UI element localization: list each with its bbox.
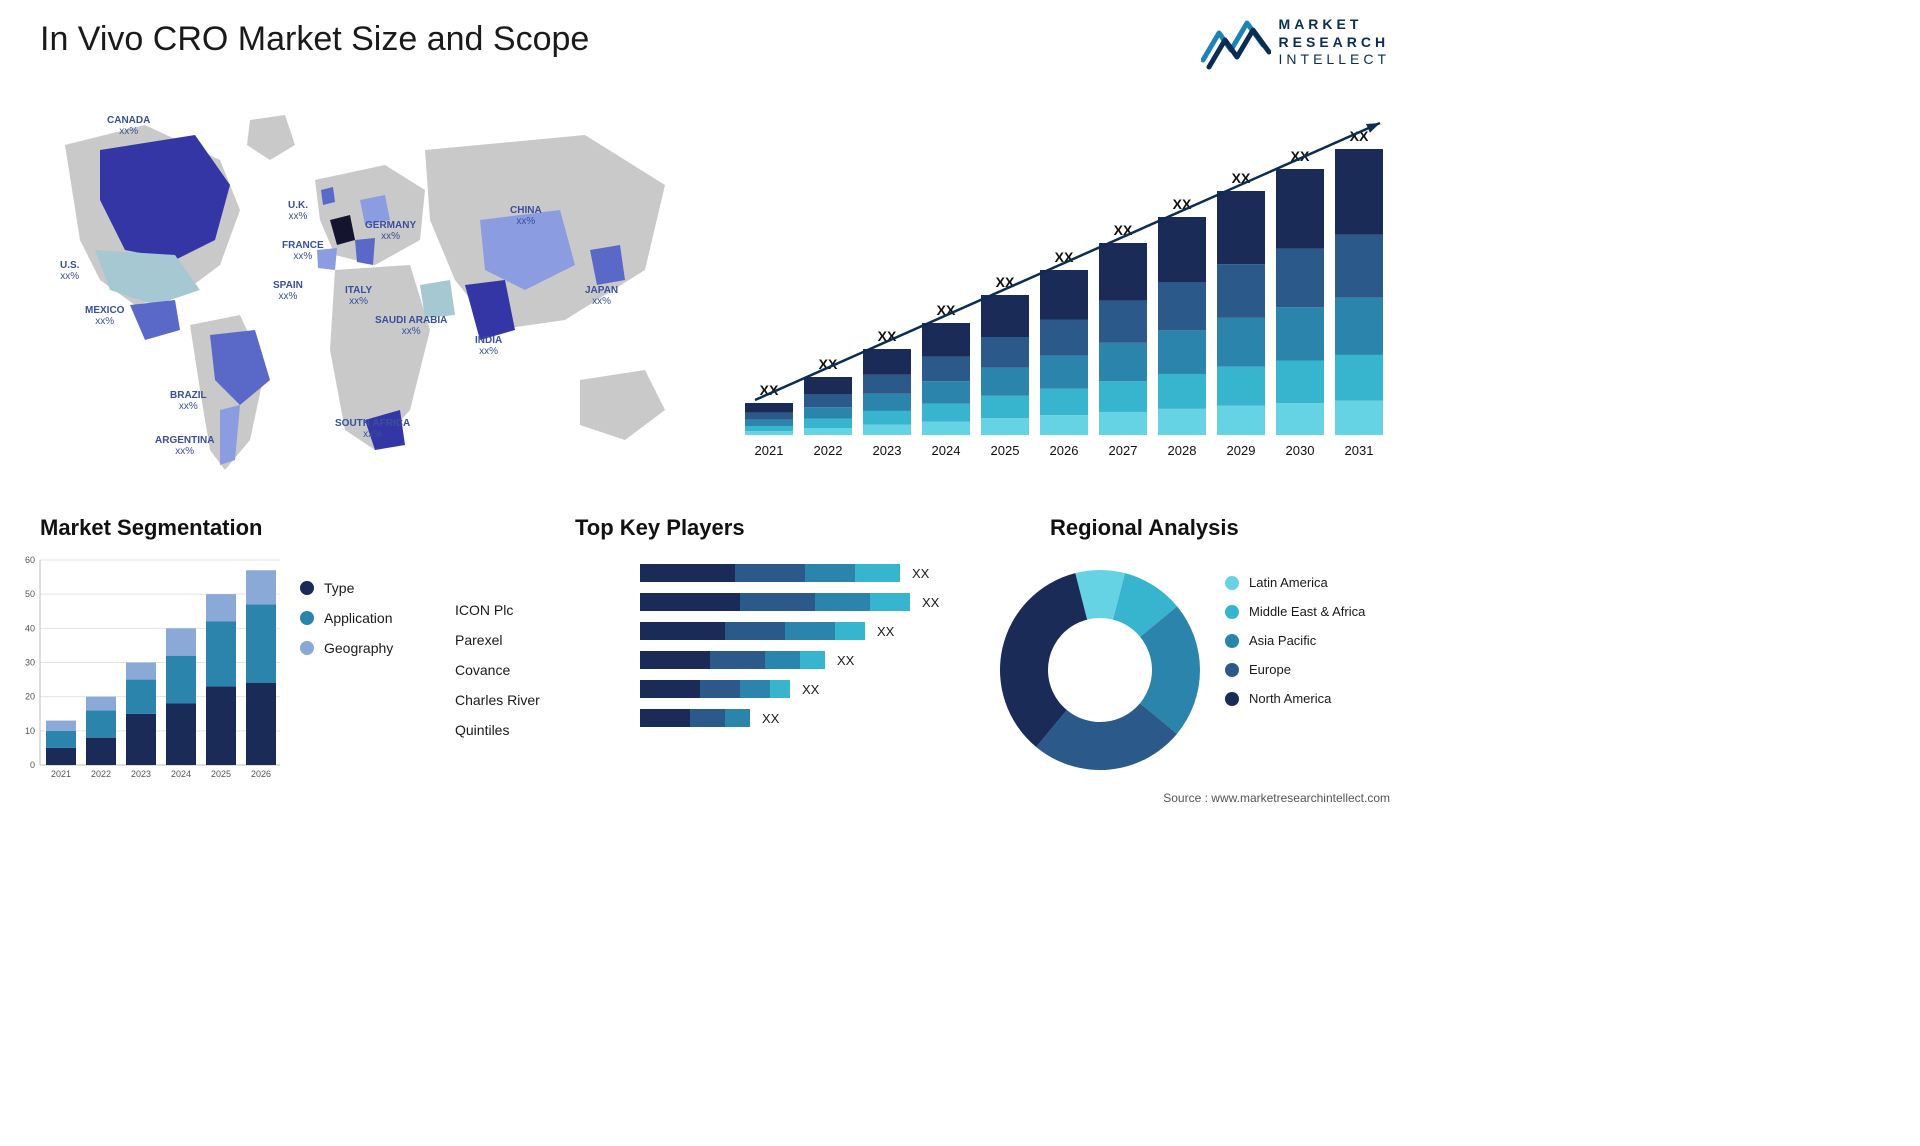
player-bar-row: XX: [640, 679, 945, 699]
player-bar-row: XX: [640, 563, 945, 583]
svg-text:2022: 2022: [814, 443, 843, 458]
source-text: Source : www.marketresearchintellect.com: [1163, 791, 1390, 805]
map-label-japan: JAPANxx%: [585, 285, 618, 307]
player-name: Parexel: [455, 625, 540, 655]
map-label-mexico: MEXICOxx%: [85, 305, 124, 327]
seg-legend-item: Application: [300, 610, 393, 626]
svg-text:0: 0: [30, 760, 35, 770]
swatch-icon: [1225, 663, 1239, 677]
swatch-icon: [1225, 692, 1239, 706]
map-label-southafrica: SOUTH AFRICAxx%: [335, 418, 410, 440]
swatch-icon: [1225, 605, 1239, 619]
brand-logo: MARKET RESEARCH INTELLECT: [1201, 15, 1390, 70]
segmentation-title: Market Segmentation: [40, 515, 440, 541]
svg-text:2028: 2028: [1168, 443, 1197, 458]
svg-text:30: 30: [25, 658, 35, 668]
segmentation-chart: 0 10 20 30 40 50 60 2021 2022 2023 2024 2025 2026: [15, 555, 280, 785]
player-bar-row: XX: [640, 650, 945, 670]
svg-text:2025: 2025: [991, 443, 1020, 458]
player-name: Covance: [455, 655, 540, 685]
growth-bar-chart: XX2021XX2022XX2023XX2024XX2025XX2026XX20…: [740, 105, 1395, 470]
regional-legend-item: Middle East & Africa: [1225, 604, 1365, 619]
map-label-uk: U.K.xx%: [288, 200, 308, 222]
map-label-canada: CANADAxx%: [107, 115, 150, 137]
regional-legend-item: North America: [1225, 691, 1365, 706]
map-label-germany: GERMANYxx%: [365, 220, 416, 242]
player-name: Charles River: [455, 685, 540, 715]
svg-text:10: 10: [25, 726, 35, 736]
svg-text:2029: 2029: [1227, 443, 1256, 458]
svg-text:2031: 2031: [1345, 443, 1374, 458]
svg-text:60: 60: [25, 555, 35, 565]
swatch-icon: [1225, 576, 1239, 590]
player-name: ICON Plc: [455, 595, 540, 625]
svg-text:2026: 2026: [1050, 443, 1079, 458]
player-bar-row: XX: [640, 592, 945, 612]
map-label-saudiarabia: SAUDI ARABIAxx%: [375, 315, 447, 337]
seg-legend-item: Type: [300, 580, 393, 596]
regional-legend-item: Latin America: [1225, 575, 1365, 590]
map-label-brazil: BRAZILxx%: [170, 390, 207, 412]
svg-text:2023: 2023: [131, 769, 151, 779]
player-bar-row: XX: [640, 708, 945, 728]
svg-text:40: 40: [25, 623, 35, 633]
regional-title: Regional Analysis: [1050, 515, 1239, 541]
regional-legend-item: Asia Pacific: [1225, 633, 1365, 648]
map-label-italy: ITALYxx%: [345, 285, 372, 307]
map-label-france: FRANCExx%: [282, 240, 324, 262]
map-label-argentina: ARGENTINAxx%: [155, 435, 214, 457]
svg-text:2025: 2025: [211, 769, 231, 779]
svg-text:2030: 2030: [1286, 443, 1315, 458]
segmentation-legend: Type Application Geography: [300, 580, 393, 670]
swatch-icon: [1225, 634, 1239, 648]
swatch-icon: [300, 581, 314, 595]
svg-text:2024: 2024: [171, 769, 191, 779]
svg-text:2022: 2022: [91, 769, 111, 779]
key-players-bars: XX XX XX XX XX XX: [640, 563, 945, 737]
svg-text:50: 50: [25, 589, 35, 599]
map-label-us: U.S.xx%: [60, 260, 79, 282]
player-bar-row: XX: [640, 621, 945, 641]
svg-text:XX: XX: [996, 274, 1015, 290]
page-title: In Vivo CRO Market Size and Scope: [40, 20, 589, 59]
world-map: CANADAxx% U.S.xx% MEXICOxx% BRAZILxx% ARGENT…: [25, 90, 705, 490]
swatch-icon: [300, 611, 314, 625]
swatch-icon: [300, 641, 314, 655]
logo-mark-icon: [1201, 15, 1271, 70]
svg-text:2021: 2021: [51, 769, 71, 779]
seg-legend-item: Geography: [300, 640, 393, 656]
svg-text:2026: 2026: [251, 769, 271, 779]
key-players-names: ICON PlcParexelCovanceCharles RiverQuint…: [455, 595, 540, 745]
player-name: Quintiles: [455, 715, 540, 745]
svg-text:2023: 2023: [873, 443, 902, 458]
svg-text:2024: 2024: [932, 443, 961, 458]
map-label-china: CHINAxx%: [510, 205, 542, 227]
logo-text: MARKET RESEARCH INTELLECT: [1279, 16, 1390, 69]
regional-legend-item: Europe: [1225, 662, 1365, 677]
svg-text:2027: 2027: [1109, 443, 1138, 458]
regional-donut: [990, 560, 1210, 780]
regional-legend: Latin America Middle East & Africa Asia Pa…: [1225, 575, 1365, 720]
map-label-india: INDIAxx%: [475, 335, 502, 357]
key-players-title: Top Key Players: [575, 515, 955, 541]
svg-text:20: 20: [25, 692, 35, 702]
map-label-spain: SPAINxx%: [273, 280, 303, 302]
svg-text:2021: 2021: [755, 443, 784, 458]
